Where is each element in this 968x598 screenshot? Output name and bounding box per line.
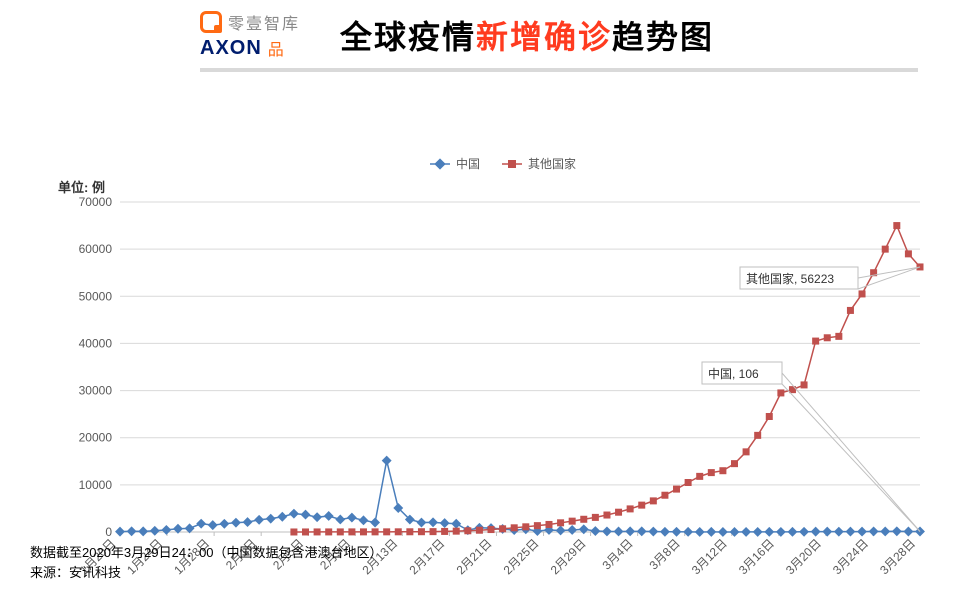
svg-text:其他国家, 56223: 其他国家, 56223 — [746, 271, 834, 286]
y-axis-unit-label: 单位: 例 — [58, 177, 105, 196]
chart-container: 单位: 例 0100002000030000400005000060000700… — [0, 72, 968, 597]
svg-text:20000: 20000 — [79, 431, 113, 445]
svg-text:3月12日: 3月12日 — [689, 536, 730, 577]
axon-logo-icon: 品 — [268, 36, 284, 60]
footer-notes: 数据截至2020年3月29日24：00（中国数据包含港澳台地区） 来源：安讯科技 — [30, 543, 383, 582]
footer-line-1: 数据截至2020年3月29日24：00（中国数据包含港澳台地区） — [30, 543, 383, 563]
svg-text:3月20日: 3月20日 — [783, 536, 824, 577]
svg-text:60000: 60000 — [79, 242, 113, 256]
svg-text:3月4日: 3月4日 — [599, 536, 635, 572]
svg-text:3月28日: 3月28日 — [877, 536, 918, 577]
header: 零壹智库 AXON 品 全球疫情新增确诊趋势图 — [0, 0, 968, 64]
logo-row-1: 零壹智库 — [200, 10, 300, 34]
lingyi-logo-text: 零壹智库 — [228, 10, 300, 34]
svg-text:2月21日: 2月21日 — [454, 536, 495, 577]
svg-text:30000: 30000 — [79, 384, 113, 398]
svg-text:70000: 70000 — [79, 195, 113, 209]
svg-text:10000: 10000 — [79, 478, 113, 492]
svg-text:中国: 中国 — [456, 156, 480, 171]
title-prefix: 全球疫情 — [340, 19, 476, 55]
svg-text:2月17日: 2月17日 — [406, 536, 447, 577]
chart-svg: 0100002000030000400005000060000700001月20… — [0, 72, 968, 592]
axon-logo-text: AXON — [200, 37, 262, 60]
svg-text:40000: 40000 — [79, 336, 113, 350]
footer-line-2: 来源：安讯科技 — [30, 563, 383, 583]
svg-text:2月29日: 2月29日 — [548, 536, 589, 577]
title-accent: 新增确诊 — [476, 19, 612, 55]
chart-title: 全球疫情新增确诊趋势图 — [340, 12, 714, 58]
svg-text:其他国家: 其他国家 — [528, 156, 576, 171]
title-suffix: 趋势图 — [612, 19, 714, 55]
svg-text:3月24日: 3月24日 — [830, 536, 871, 577]
svg-text:3月8日: 3月8日 — [647, 536, 683, 572]
svg-text:50000: 50000 — [79, 289, 113, 303]
logo-row-2: AXON 品 — [200, 36, 284, 60]
svg-text:2月25日: 2月25日 — [501, 536, 542, 577]
logo-block: 零壹智库 AXON 品 — [200, 10, 300, 60]
lingyi-logo-icon — [200, 11, 222, 33]
svg-text:中国, 106: 中国, 106 — [708, 366, 759, 381]
svg-text:3月16日: 3月16日 — [736, 536, 777, 577]
